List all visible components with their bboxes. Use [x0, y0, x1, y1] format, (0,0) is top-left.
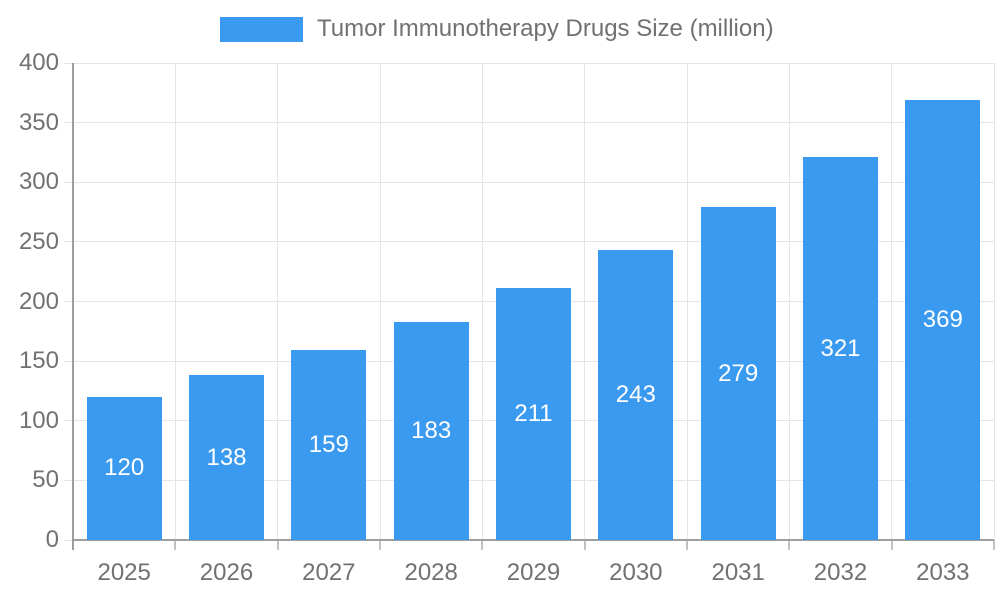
bar-2026[interactable]: 138 — [189, 375, 264, 540]
bar-2028[interactable]: 183 — [393, 321, 469, 540]
y-gridline — [73, 62, 994, 64]
x-axis-label: 2032 — [813, 559, 868, 586]
bar-value-label: 183 — [411, 416, 452, 444]
x-axis-tick — [788, 540, 791, 550]
x-axis-label: 2033 — [916, 559, 970, 586]
bar-2025[interactable]: 120 — [86, 396, 162, 540]
y-gridline — [73, 122, 994, 124]
x-axis-tick — [481, 540, 484, 550]
bar-2033[interactable]: 369 — [905, 99, 981, 540]
x-gridline — [993, 63, 995, 540]
y-axis-tick — [64, 479, 73, 481]
y-gridline — [73, 241, 994, 243]
x-gridline — [891, 63, 893, 540]
y-gridline — [73, 181, 994, 183]
y-axis-tick — [64, 122, 73, 124]
bar-2032[interactable]: 321 — [803, 157, 878, 540]
legend-swatch — [220, 16, 303, 42]
y-axis-tick — [64, 539, 73, 541]
bar-2027[interactable]: 159 — [291, 350, 367, 540]
x-gridline — [277, 63, 279, 540]
x-axis-label: 2028 — [404, 559, 458, 586]
x-axis-label: 2030 — [609, 559, 663, 586]
x-axis-label: 2025 — [97, 559, 151, 586]
bar-value-label: 369 — [922, 305, 963, 333]
x-gridline — [584, 63, 586, 540]
bar-value-label: 279 — [718, 359, 759, 387]
x-axis-tick — [993, 540, 995, 550]
y-axis-label: 300 — [18, 168, 59, 196]
x-gridline — [481, 63, 483, 540]
x-axis-tick — [379, 540, 381, 550]
x-gridline — [379, 63, 381, 540]
x-axis-line — [72, 539, 994, 541]
y-axis-label: 250 — [18, 227, 59, 255]
x-axis-tick — [276, 540, 279, 550]
bar-value-label: 138 — [206, 443, 247, 471]
x-gridline — [174, 63, 176, 540]
bar-value-label: 321 — [820, 334, 861, 362]
x-axis-label: 2031 — [711, 559, 765, 586]
y-axis-label: 350 — [18, 108, 59, 136]
y-axis-label: 50 — [32, 466, 59, 494]
x-axis-tick — [583, 540, 586, 550]
bar-value-label: 243 — [615, 381, 656, 409]
x-gridline — [686, 63, 688, 540]
x-gridline — [788, 63, 790, 540]
y-axis-tick — [64, 301, 73, 302]
y-axis-label: 400 — [18, 49, 59, 76]
bar-value-label: 120 — [104, 454, 145, 482]
y-axis-label: 100 — [18, 406, 59, 434]
bar-value-label: 159 — [308, 431, 349, 459]
bar-2030[interactable]: 243 — [598, 250, 674, 540]
legend-label: Tumor Immunotherapy Drugs Size (million) — [317, 15, 774, 42]
y-axis-line — [72, 63, 74, 550]
y-axis-label: 200 — [18, 287, 59, 315]
y-axis-tick — [64, 62, 73, 64]
y-axis-label: 0 — [45, 526, 59, 553]
x-axis-label: 2027 — [302, 559, 356, 586]
y-axis-tick — [64, 241, 73, 243]
y-axis-tick — [64, 420, 73, 422]
x-axis-tick — [890, 540, 893, 550]
legend-item[interactable]: Tumor Immunotherapy Drugs Size (million) — [220, 15, 774, 43]
y-axis-label: 150 — [18, 347, 59, 375]
bar-2031[interactable]: 279 — [700, 207, 776, 540]
x-axis-label: 2029 — [506, 559, 561, 586]
bar-2029[interactable]: 211 — [496, 288, 571, 540]
x-axis-tick — [686, 540, 688, 550]
x-axis-tick — [174, 540, 177, 550]
y-axis-tick — [64, 360, 73, 362]
y-axis-tick — [64, 181, 73, 183]
bar-value-label: 211 — [514, 400, 553, 428]
x-axis-label: 2026 — [199, 559, 254, 586]
